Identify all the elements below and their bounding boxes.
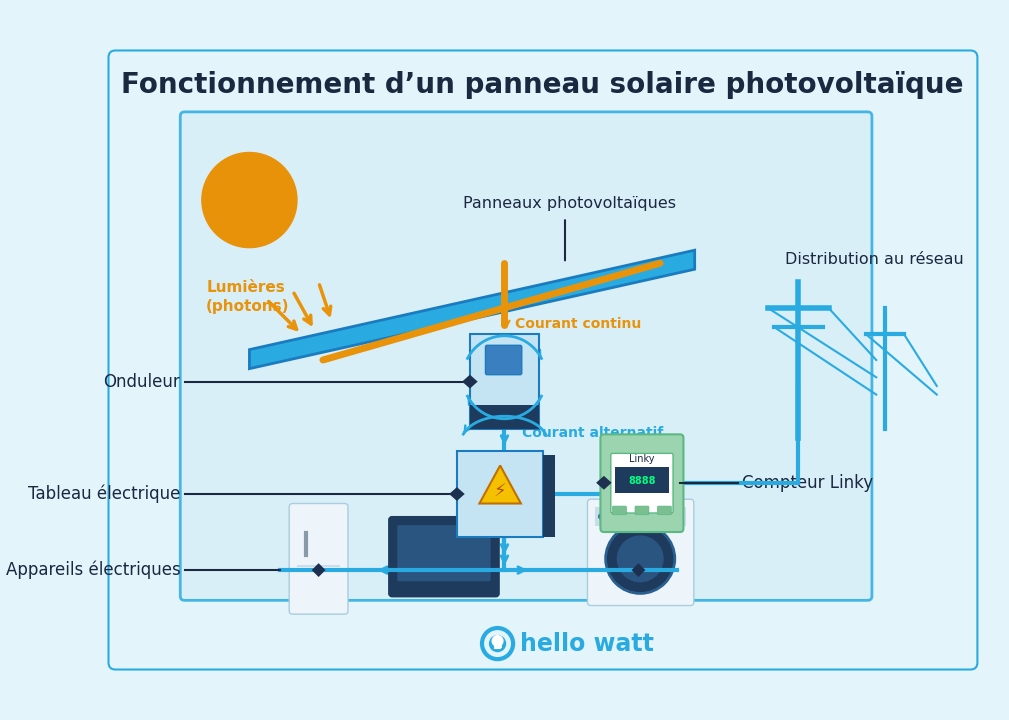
FancyBboxPatch shape (600, 434, 683, 532)
Text: Onduleur: Onduleur (104, 373, 181, 391)
Text: 8888: 8888 (629, 476, 656, 486)
Polygon shape (449, 487, 465, 501)
FancyBboxPatch shape (470, 405, 539, 429)
FancyBboxPatch shape (612, 506, 627, 515)
FancyBboxPatch shape (290, 503, 348, 614)
FancyBboxPatch shape (544, 455, 556, 537)
Circle shape (605, 524, 675, 593)
Text: Linky: Linky (630, 454, 655, 464)
Circle shape (491, 635, 503, 647)
Text: Fonctionnement d’un panneau solaire photovoltaïque: Fonctionnement d’un panneau solaire phot… (121, 71, 964, 99)
Text: Tableau électrique: Tableau électrique (28, 485, 181, 503)
Circle shape (202, 153, 297, 248)
Text: Appareils électriques: Appareils électriques (5, 561, 181, 580)
FancyBboxPatch shape (109, 50, 978, 670)
FancyBboxPatch shape (610, 454, 673, 513)
Polygon shape (479, 465, 521, 503)
Polygon shape (596, 476, 611, 490)
FancyBboxPatch shape (658, 506, 671, 515)
FancyBboxPatch shape (595, 507, 686, 526)
FancyBboxPatch shape (398, 525, 490, 581)
FancyBboxPatch shape (635, 506, 649, 515)
Text: Courant alternatif: Courant alternatif (522, 426, 663, 441)
Polygon shape (312, 563, 326, 577)
Polygon shape (632, 563, 646, 577)
FancyBboxPatch shape (389, 518, 498, 596)
Text: Compteur Linky: Compteur Linky (743, 474, 874, 492)
FancyBboxPatch shape (470, 334, 539, 429)
Text: Distribution au réseau: Distribution au réseau (785, 251, 965, 266)
Text: hello watt: hello watt (520, 631, 654, 656)
FancyBboxPatch shape (587, 499, 694, 606)
Polygon shape (462, 374, 477, 389)
Text: Lumières
(photons): Lumières (photons) (206, 281, 290, 314)
FancyBboxPatch shape (485, 346, 522, 374)
Polygon shape (249, 251, 694, 369)
Circle shape (489, 635, 507, 652)
Text: ⚡: ⚡ (493, 482, 507, 500)
Circle shape (616, 535, 664, 583)
FancyBboxPatch shape (615, 467, 669, 493)
FancyBboxPatch shape (457, 451, 544, 537)
FancyBboxPatch shape (181, 112, 872, 600)
Text: Panneaux photovoltaïques: Panneaux photovoltaïques (463, 197, 676, 211)
Text: Courant continu: Courant continu (515, 317, 641, 330)
